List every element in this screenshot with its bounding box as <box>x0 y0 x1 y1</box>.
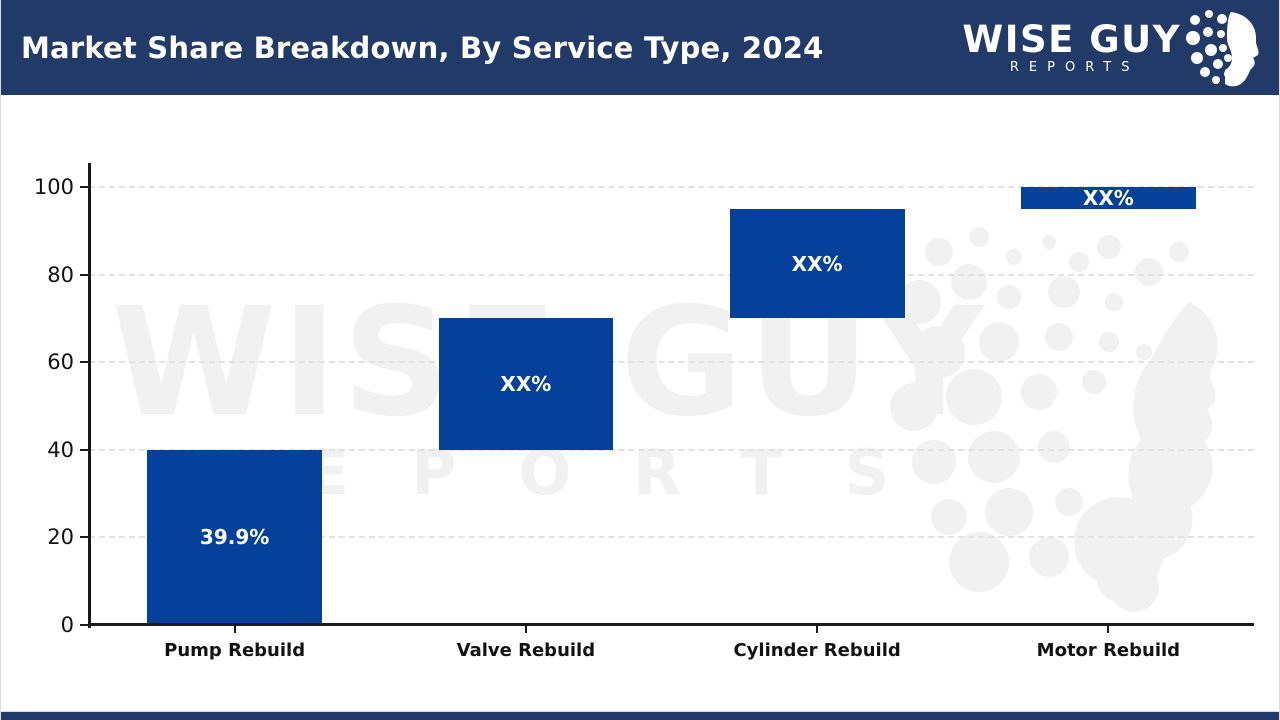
brand-subtitle: REPORTS <box>1009 60 1140 76</box>
x-axis-tick <box>524 626 527 633</box>
bar-value-label: XX% <box>791 251 843 276</box>
footer-bar <box>1 711 1279 720</box>
y-axis-tick-label: 100 <box>33 175 74 199</box>
y-axis-tick-label: 20 <box>47 525 74 549</box>
category-label: Valve Rebuild <box>456 640 596 661</box>
y-axis-tick <box>80 448 89 451</box>
y-axis-tick-label: 0 <box>60 612 74 637</box>
y-axis-tick-label: 80 <box>47 262 74 287</box>
gridline-100 <box>89 186 1254 188</box>
y-axis-tick <box>80 536 89 538</box>
gridline-80 <box>89 273 1254 276</box>
page-title: Market Share Breakdown, By Service Type,… <box>21 30 824 65</box>
bar-motor-rebuild: XX% <box>1021 187 1196 209</box>
x-axis-line <box>88 623 1254 626</box>
brand-wordmark: WISE GUY REPORTS <box>962 17 1181 76</box>
y-axis-tick-label: 40 <box>47 437 74 462</box>
bar-value-label: XX% <box>500 371 552 396</box>
x-axis-tick <box>1107 626 1110 633</box>
header: Market Share Breakdown, By Service Type,… <box>1 0 1279 95</box>
brand-logo: WISE GUY REPORTS <box>962 4 1269 92</box>
y-axis-line <box>88 163 91 628</box>
bar-value-label: 39.9% <box>199 525 270 550</box>
brand-name: WISE GUY <box>962 17 1181 61</box>
bar-cylinder-rebuild: XX% <box>729 208 905 319</box>
y-axis-tick <box>80 273 89 276</box>
y-axis-tick-label: 60 <box>47 350 74 374</box>
gridline-20 <box>89 536 1254 538</box>
category-label: Pump Rebuild <box>164 640 306 661</box>
category-label: Cylinder Rebuild <box>733 640 901 661</box>
x-axis-tick <box>233 626 236 633</box>
x-axis-tick <box>816 626 819 633</box>
category-label: Motor Rebuild <box>1036 640 1181 661</box>
bar-value-label: XX% <box>1082 185 1134 210</box>
gridline-40 <box>89 448 1254 451</box>
bar-valve-rebuild: XX% <box>438 318 614 450</box>
wiseguy-head-icon <box>1186 10 1259 87</box>
gridline-60 <box>89 361 1254 363</box>
watermark-head-dots-icon <box>890 227 1218 612</box>
y-axis-tick <box>80 623 89 626</box>
y-axis-tick <box>80 186 89 188</box>
y-axis-tick <box>80 361 89 363</box>
bar-pump-rebuild: 39.9% <box>147 449 322 625</box>
